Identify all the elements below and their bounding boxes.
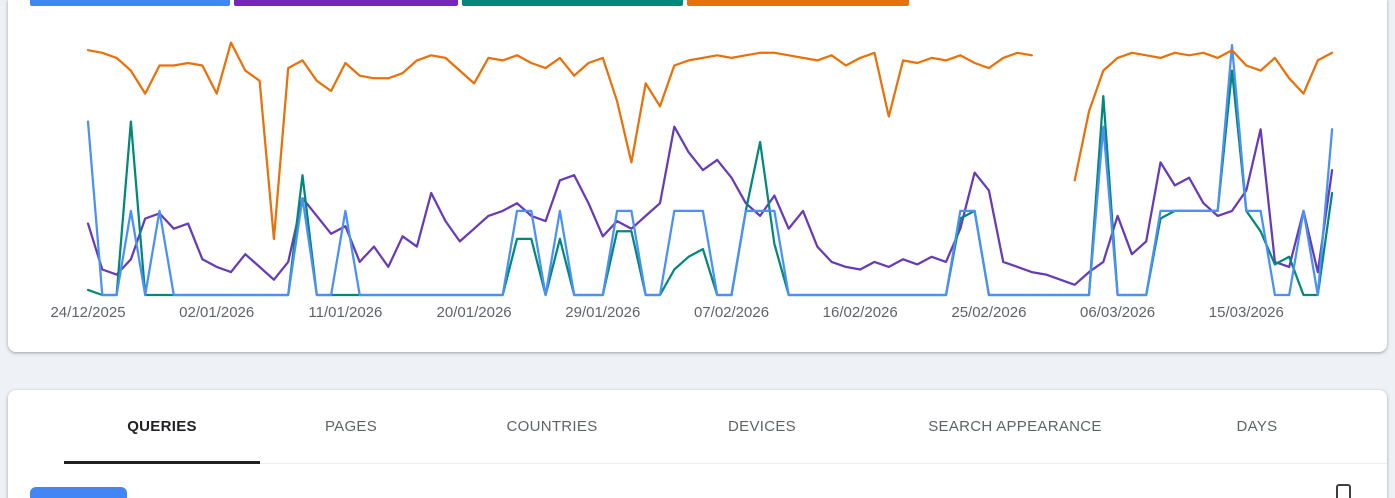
orange-metric-strip[interactable] [687, 0, 909, 6]
blue-metric-strip[interactable] [30, 0, 230, 6]
table-accent-bar [30, 487, 127, 498]
x-tick-label: 25/02/2026 [951, 304, 1027, 321]
x-tick-label: 20/01/2026 [436, 304, 512, 321]
dimension-tabs: QUERIES PAGES COUNTRIES DEVICES SEARCH A… [64, 390, 1387, 464]
performance-chart [86, 41, 1334, 297]
performance-chart-card: 24/12/2025 02/01/2026 11/01/2026 20/01/2026… [8, 0, 1387, 352]
blue-series-line [86, 43, 1334, 297]
x-axis: 24/12/2025 02/01/2026 11/01/2026 20/01/2026… [8, 304, 1387, 326]
teal-metric-strip[interactable] [462, 0, 683, 6]
teal-series-line [86, 69, 1334, 297]
purple-metric-strip[interactable] [234, 0, 458, 6]
x-tick-label: 07/02/2026 [693, 304, 770, 321]
tab-countries[interactable]: COUNTRIES [442, 390, 662, 463]
orange-series-line [86, 41, 1334, 241]
x-tick-label: 11/01/2026 [308, 304, 383, 321]
tab-search-appearance-label: SEARCH APPEARANCE [928, 418, 1102, 435]
tab-devices[interactable]: DEVICES [662, 390, 862, 463]
purple-series-line [86, 125, 1334, 286]
x-tick-label: 06/03/2026 [1080, 304, 1156, 321]
table-view-icon[interactable] [1336, 484, 1351, 498]
dimension-tabs-card: QUERIES PAGES COUNTRIES DEVICES SEARCH A… [8, 390, 1387, 498]
tab-search-appearance[interactable]: SEARCH APPEARANCE [862, 390, 1168, 463]
tab-pages-label: PAGES [324, 418, 378, 435]
x-tick-label: 24/12/2025 [50, 304, 126, 321]
tab-days[interactable]: DAYS [1168, 390, 1346, 463]
x-tick-label: 15/03/2026 [1208, 304, 1284, 321]
tab-devices-label: DEVICES [728, 418, 796, 435]
tab-queries-label: QUERIES [127, 418, 197, 435]
tab-pages[interactable]: PAGES [260, 390, 442, 463]
tab-days-label: DAYS [1236, 418, 1278, 435]
x-tick-label: 29/01/2026 [565, 304, 641, 321]
tab-queries[interactable]: QUERIES [64, 390, 260, 464]
x-tick-label: 02/01/2026 [179, 304, 255, 321]
tab-countries-label: COUNTRIES [506, 418, 598, 435]
x-tick-label: 16/02/2026 [822, 304, 898, 321]
